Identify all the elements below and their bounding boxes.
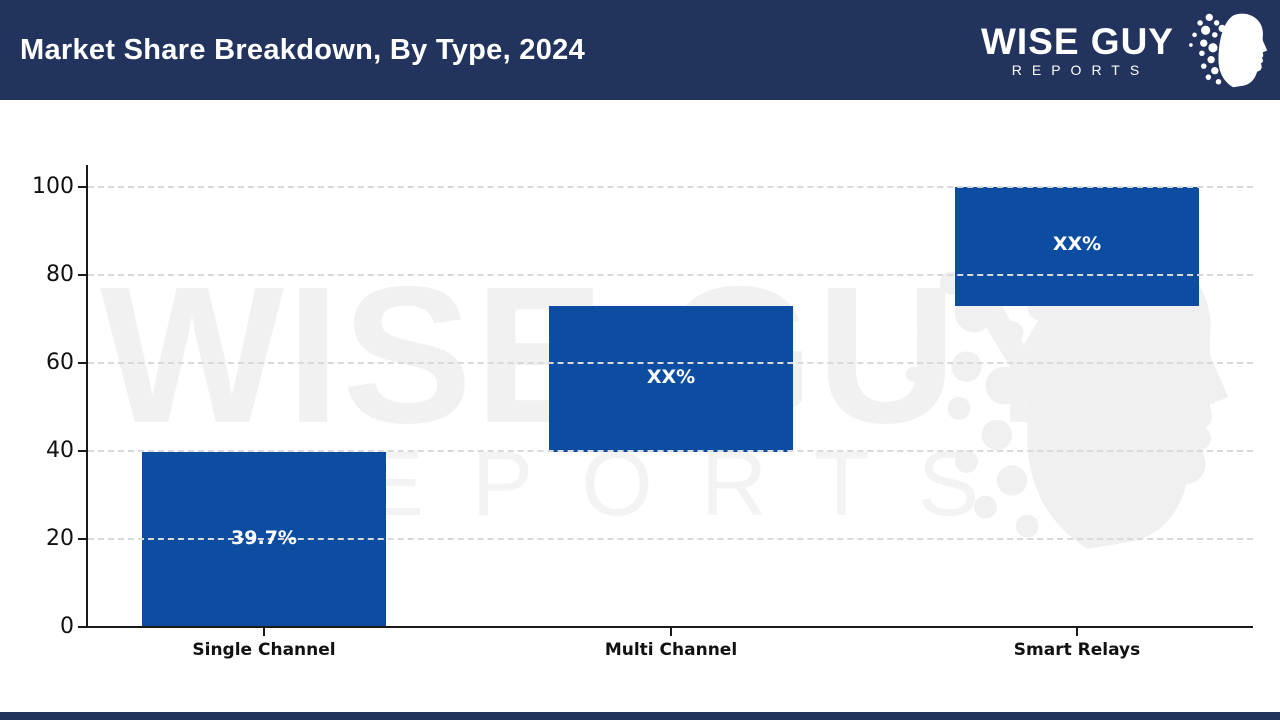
x-tick-mark: [1076, 627, 1078, 636]
gridline: [88, 450, 1253, 452]
brand-name: WISE GUY: [980, 20, 1174, 62]
y-axis-line: [86, 165, 88, 627]
brand-logo: WISE GUY REPORTS: [981, 10, 1280, 91]
x-category-label: Single Channel: [192, 640, 336, 660]
x-category-label: Multi Channel: [604, 640, 738, 660]
wiseguy-head-logo-icon: [1189, 13, 1268, 87]
gridline: [88, 362, 1253, 364]
bar-value-label: XX%: [1052, 233, 1102, 256]
y-tick-label: 80: [46, 262, 74, 287]
gridline: [88, 538, 1253, 540]
y-tick-mark: [78, 186, 87, 188]
page-title: Market Share Breakdown, By Type, 2024: [20, 33, 586, 66]
y-tick-mark: [78, 450, 87, 452]
y-tick-label: 60: [46, 350, 74, 375]
bar-segment: [955, 187, 1199, 306]
y-tick-label: 100: [32, 174, 74, 199]
x-tick-mark: [263, 627, 265, 636]
bar-value-label: XX%: [646, 366, 696, 389]
x-category-label: Smart Relays: [1013, 640, 1141, 660]
brand-subtitle: REPORTS: [1011, 61, 1150, 78]
y-tick-label: 40: [46, 438, 74, 463]
y-tick-label: 20: [46, 526, 74, 551]
brand-logo-text: WISE GUY REPORTS: [981, 23, 1174, 78]
y-tick-mark: [78, 362, 87, 364]
gridline: [88, 186, 1253, 188]
y-tick-mark: [78, 626, 87, 628]
x-tick-mark: [670, 627, 672, 636]
footer-bar: [0, 712, 1280, 720]
header-bar: Market Share Breakdown, By Type, 2024 WI…: [0, 0, 1280, 100]
x-axis-line: [86, 626, 1253, 628]
y-tick-mark: [78, 274, 87, 276]
y-tick-mark: [78, 538, 87, 540]
y-tick-label: 0: [60, 614, 74, 639]
gridline: [88, 274, 1253, 276]
bar-value-label: 39.7%: [231, 526, 297, 549]
bar-segment: [549, 305, 793, 453]
